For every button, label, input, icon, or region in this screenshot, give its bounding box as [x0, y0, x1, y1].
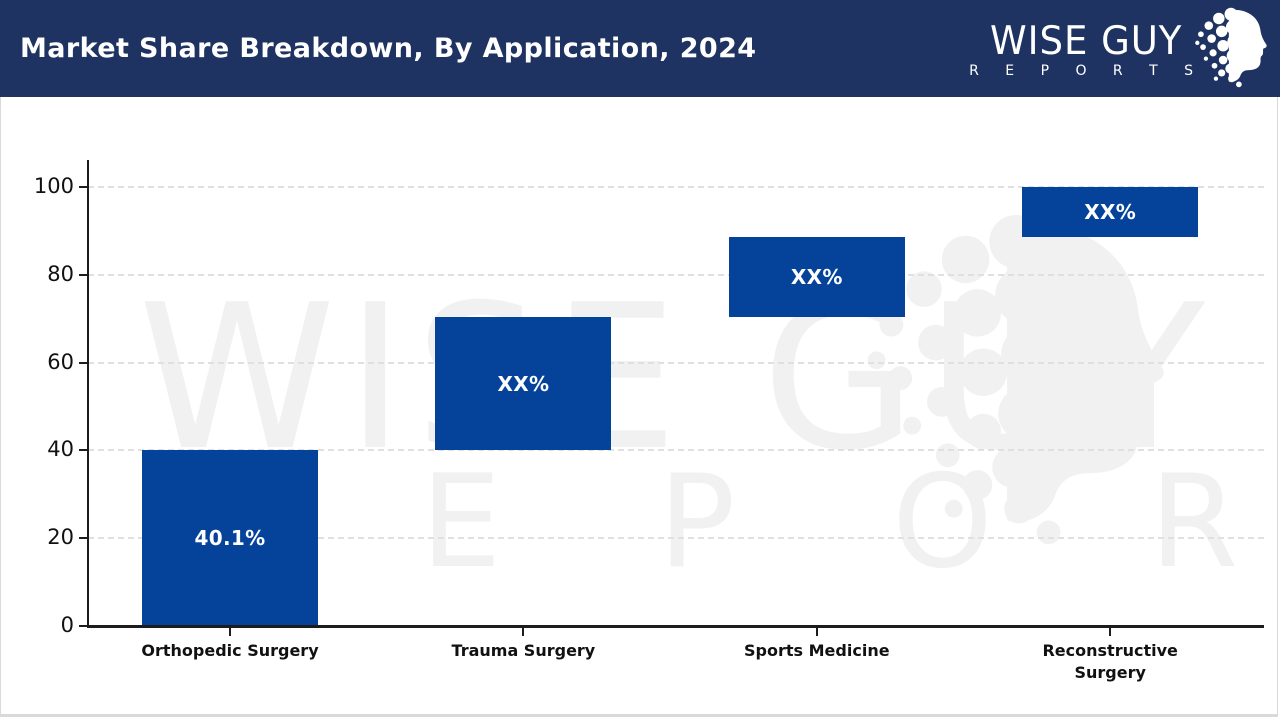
- x-tick-mark: [1109, 628, 1112, 636]
- x-axis-line: [87, 625, 1264, 628]
- x-tick-mark: [815, 628, 818, 636]
- x-category-label: Orthopedic Surgery: [141, 641, 319, 660]
- y-tick-mark: [79, 537, 88, 540]
- page-title: Market Share Breakdown, By Application, …: [20, 33, 757, 64]
- header-bar: Market Share Breakdown, By Application, …: [0, 0, 1280, 97]
- x-tick-mark: [522, 628, 525, 636]
- bar-value-label: XX%: [497, 371, 550, 396]
- gridline-20: [88, 537, 1264, 540]
- bar-sports-medicine[interactable]: XX%: [728, 237, 905, 318]
- x-category-label: Trauma Surgery: [451, 641, 596, 660]
- gridline-60: [88, 361, 1264, 364]
- y-tick-label: 60: [47, 349, 74, 374]
- bar-value-label: 40.1%: [194, 525, 266, 550]
- logo-subtitle: R E P O R T S: [969, 62, 1204, 79]
- logo-wordmark: WISE GUY: [990, 18, 1183, 64]
- y-tick-label: 80: [47, 261, 74, 286]
- bar-value-label: XX%: [790, 265, 843, 290]
- y-tick-label: 100: [33, 174, 74, 198]
- bar-value-label: XX%: [1084, 200, 1137, 225]
- wise-guy-head-icon: [1195, 7, 1267, 88]
- y-tick-mark: [79, 273, 88, 276]
- bar-reconstructive-surgery[interactable]: XX%: [1022, 187, 1199, 238]
- wise-guy-reports-logo: WISE GUY R E P O R T S: [969, 6, 1272, 94]
- y-axis-line: [87, 160, 89, 626]
- x-category-label: Sports Medicine: [744, 641, 890, 660]
- y-tick-label: 0: [60, 613, 74, 637]
- y-tick-mark: [79, 625, 88, 627]
- y-tick-mark: [79, 449, 88, 452]
- y-tick-mark: [79, 361, 88, 364]
- x-category-label: Reconstructive Surgery: [1042, 641, 1178, 682]
- gridline-80: [88, 273, 1264, 276]
- x-tick-mark: [229, 628, 231, 636]
- bar-orthopedic-surgery[interactable]: 40.1%: [142, 449, 318, 626]
- y-tick-mark: [79, 186, 88, 188]
- y-tick-label: 40: [47, 437, 74, 462]
- bar-trauma-surgery[interactable]: XX%: [435, 317, 612, 450]
- gridline-100: [88, 186, 1264, 188]
- y-tick-label: 20: [47, 525, 74, 550]
- logo-text: WISE GUY R E P O R T S: [969, 18, 1204, 79]
- gridline-40: [88, 449, 1264, 452]
